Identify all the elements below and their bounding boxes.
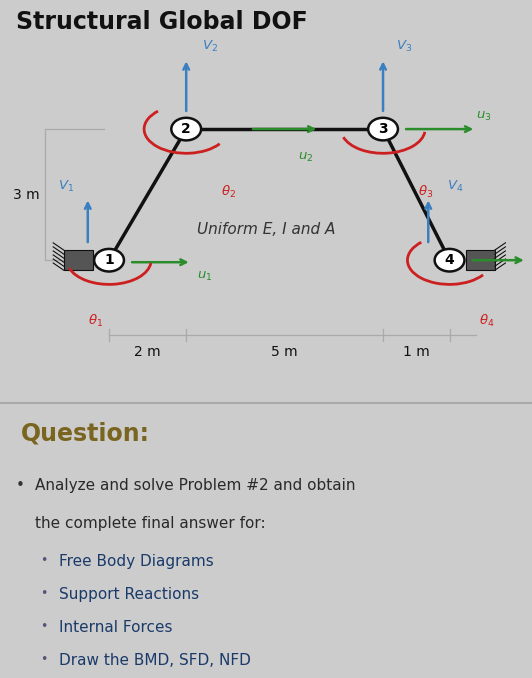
Text: 5 m: 5 m xyxy=(271,345,298,359)
Text: Analyze and solve Problem #2 and obtain: Analyze and solve Problem #2 and obtain xyxy=(35,477,355,492)
Text: $\theta_4$: $\theta_4$ xyxy=(479,313,494,329)
Text: $V_1$: $V_1$ xyxy=(59,178,74,194)
Text: 4: 4 xyxy=(445,253,454,267)
Text: $\theta_3$: $\theta_3$ xyxy=(418,184,433,199)
Circle shape xyxy=(94,249,124,271)
Text: 1: 1 xyxy=(104,253,114,267)
Text: $V_2$: $V_2$ xyxy=(202,39,218,54)
Text: the complete final answer for:: the complete final answer for: xyxy=(35,516,265,531)
Text: 3: 3 xyxy=(378,122,388,136)
Circle shape xyxy=(368,118,398,140)
Circle shape xyxy=(435,249,464,271)
Text: $V_3$: $V_3$ xyxy=(396,39,412,54)
Text: Support Reactions: Support Reactions xyxy=(59,587,198,602)
Text: Structural Global DOF: Structural Global DOF xyxy=(16,10,307,34)
Text: $\theta_2$: $\theta_2$ xyxy=(221,184,236,199)
Text: $V_4$: $V_4$ xyxy=(447,178,463,194)
Text: •: • xyxy=(16,477,25,492)
Text: $u_1$: $u_1$ xyxy=(197,271,212,283)
Text: •: • xyxy=(40,587,47,601)
Text: 3 m: 3 m xyxy=(13,188,40,201)
Text: Internal Forces: Internal Forces xyxy=(59,620,172,635)
Text: $\theta_1$: $\theta_1$ xyxy=(88,313,103,329)
Text: •: • xyxy=(40,620,47,633)
Text: $u_2$: $u_2$ xyxy=(298,151,313,164)
Text: •: • xyxy=(40,555,47,567)
Text: Uniform E, I and A: Uniform E, I and A xyxy=(197,222,335,237)
Text: 2 m: 2 m xyxy=(134,345,161,359)
Text: Free Body Diagrams: Free Body Diagrams xyxy=(59,555,213,570)
Text: $u_3$: $u_3$ xyxy=(476,110,492,123)
Bar xyxy=(64,250,93,271)
Text: •: • xyxy=(40,654,47,666)
Bar xyxy=(466,250,495,271)
Text: Draw the BMD, SFD, NFD: Draw the BMD, SFD, NFD xyxy=(59,654,251,669)
Text: Question:: Question: xyxy=(21,421,150,445)
Text: 2: 2 xyxy=(181,122,191,136)
Circle shape xyxy=(171,118,201,140)
Text: 1 m: 1 m xyxy=(403,345,430,359)
